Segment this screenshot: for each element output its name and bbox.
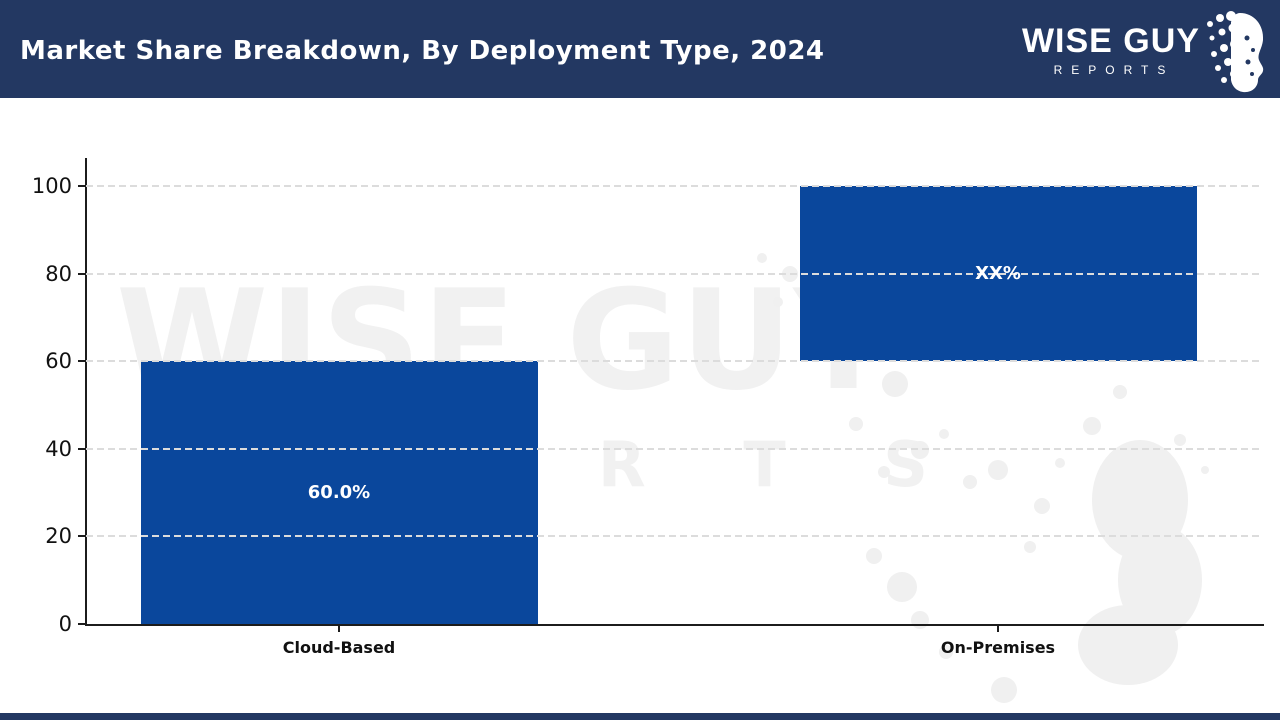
gridline-20 [86,535,1262,538]
footer-band [0,713,1280,720]
y-axis-tick [78,623,86,625]
page-title: Market Share Breakdown, By Deployment Ty… [20,36,825,66]
bar-value-label-on-premises: XX% [975,262,1021,284]
y-axis-tick [78,447,86,450]
logo-text: WISE GUY REPORTS [1022,22,1200,77]
y-axis-tick-label: 0 [58,612,72,636]
y-axis-line [85,158,87,626]
header-band: Market Share Breakdown, By Deployment Ty… [0,0,1280,98]
x-category-label-on-premises: On-Premises [940,638,1056,657]
y-axis-tick [78,185,86,187]
gridline-100 [86,185,1262,187]
bar-cloud-based [140,361,538,624]
y-axis-tick-label: 80 [45,261,72,286]
y-axis-tick-label: 60 [45,349,72,374]
plot-region: WISE GUY R T S 0 20 40 60 80 100 60.0% Cloud-Ba… [0,98,1280,713]
gridline-60 [86,360,1262,363]
y-axis-tick [78,360,86,363]
logo-subtitle: REPORTS [1053,63,1175,77]
y-axis-tick-label: 20 [45,524,72,549]
x-axis-tick [997,626,999,632]
y-axis-tick [78,272,86,275]
y-axis-tick-label: 40 [45,436,72,461]
x-category-label-cloud-based: Cloud-Based [282,638,396,657]
watermark-letters: R T S [598,428,966,501]
x-axis-tick [338,626,340,632]
y-axis-tick [78,535,86,538]
logo-wordmark: WISE GUY [1021,22,1200,60]
gridline-40 [86,447,1262,450]
bar-chart: WISE GUY R T S 0 20 40 60 80 100 60.0% Cloud-Ba… [0,98,1280,713]
y-axis-tick-label: 100 [31,174,72,198]
wise-guy-reports-logo: WISE GUY REPORTS [1016,8,1266,93]
x-axis-line [85,624,1264,626]
bar-value-label-cloud-based: 60.0% [307,481,371,503]
face-profile-icon [1207,11,1264,93]
gridline-80 [86,272,1262,275]
